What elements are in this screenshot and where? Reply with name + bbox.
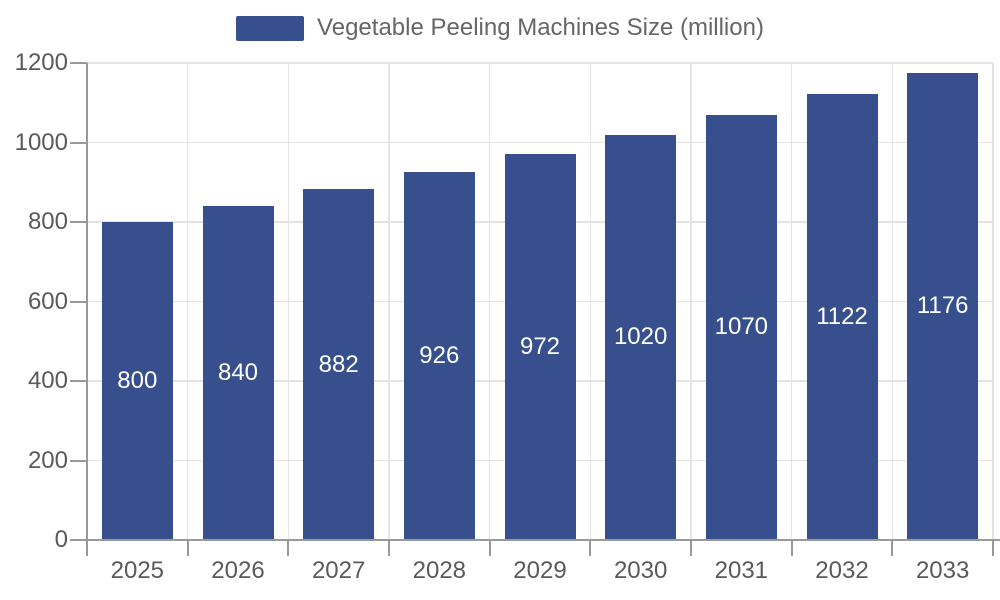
x-tick-label: 2033 — [915, 557, 970, 584]
y-tick — [70, 62, 87, 64]
v-gridline — [388, 63, 390, 540]
bar — [504, 153, 576, 540]
v-gridline — [488, 63, 491, 540]
bar-value-label: 1176 — [916, 292, 969, 320]
y-tick-label: 1200 — [14, 49, 68, 76]
bar-value-label: 1020 — [613, 323, 668, 351]
y-axis-line — [86, 63, 88, 556]
legend-swatch — [236, 15, 305, 41]
x-tick — [589, 540, 592, 556]
legend-label: Vegetable Peeling Machines Size (million… — [317, 14, 764, 41]
bar — [605, 134, 677, 540]
x-axis-line — [70, 539, 1000, 541]
x-tick-label: 2032 — [815, 557, 869, 584]
v-gridline — [790, 63, 793, 540]
bar — [303, 189, 375, 540]
v-gridline — [287, 63, 290, 540]
bar-value-label: 1122 — [816, 303, 868, 330]
y-tick-label: 1000 — [14, 128, 68, 156]
y-tick-label: 600 — [27, 287, 68, 315]
bar-value-label: 972 — [519, 332, 561, 360]
y-tick-label: 400 — [27, 367, 68, 394]
y-tick-label: 800 — [27, 208, 68, 235]
x-tick — [287, 540, 290, 556]
x-tick — [186, 540, 189, 556]
y-tick — [70, 459, 87, 462]
x-tick-label: 2031 — [714, 557, 769, 584]
bar — [403, 171, 475, 540]
y-tick — [70, 221, 87, 223]
bar-value-label: 926 — [419, 341, 460, 369]
y-tick — [70, 141, 87, 144]
v-gridline — [589, 63, 592, 540]
bar-value-label: 800 — [117, 367, 158, 394]
y-tick — [70, 380, 87, 382]
x-tick-label: 2028 — [412, 557, 467, 584]
v-gridline — [690, 63, 692, 540]
v-gridline — [891, 63, 894, 540]
x-tick-label: 2027 — [311, 557, 366, 584]
x-tick-label: 2026 — [211, 557, 265, 584]
h-gridline — [87, 62, 993, 64]
bar-value-label: 1070 — [714, 313, 769, 341]
x-tick — [690, 540, 692, 556]
y-tick — [70, 300, 87, 303]
bar — [705, 114, 777, 540]
bar-value-label: 882 — [318, 350, 359, 378]
bar-value-label: 840 — [217, 359, 259, 387]
x-tick — [488, 540, 491, 556]
legend: Vegetable Peeling Machines Size (million… — [0, 14, 1000, 42]
x-tick-label: 2030 — [613, 557, 668, 584]
y-tick-label: 0 — [54, 526, 68, 553]
bar — [101, 222, 173, 540]
bar — [907, 72, 979, 540]
x-tick — [790, 540, 793, 556]
x-tick — [388, 540, 390, 556]
y-tick-label: 200 — [27, 446, 68, 474]
bar — [202, 206, 274, 540]
x-tick — [992, 540, 994, 556]
v-gridline — [186, 63, 189, 540]
x-tick-label: 2025 — [110, 557, 165, 584]
v-gridline — [992, 63, 994, 540]
bar — [806, 94, 878, 540]
x-tick-label: 2029 — [513, 557, 567, 584]
x-tick — [891, 540, 894, 556]
